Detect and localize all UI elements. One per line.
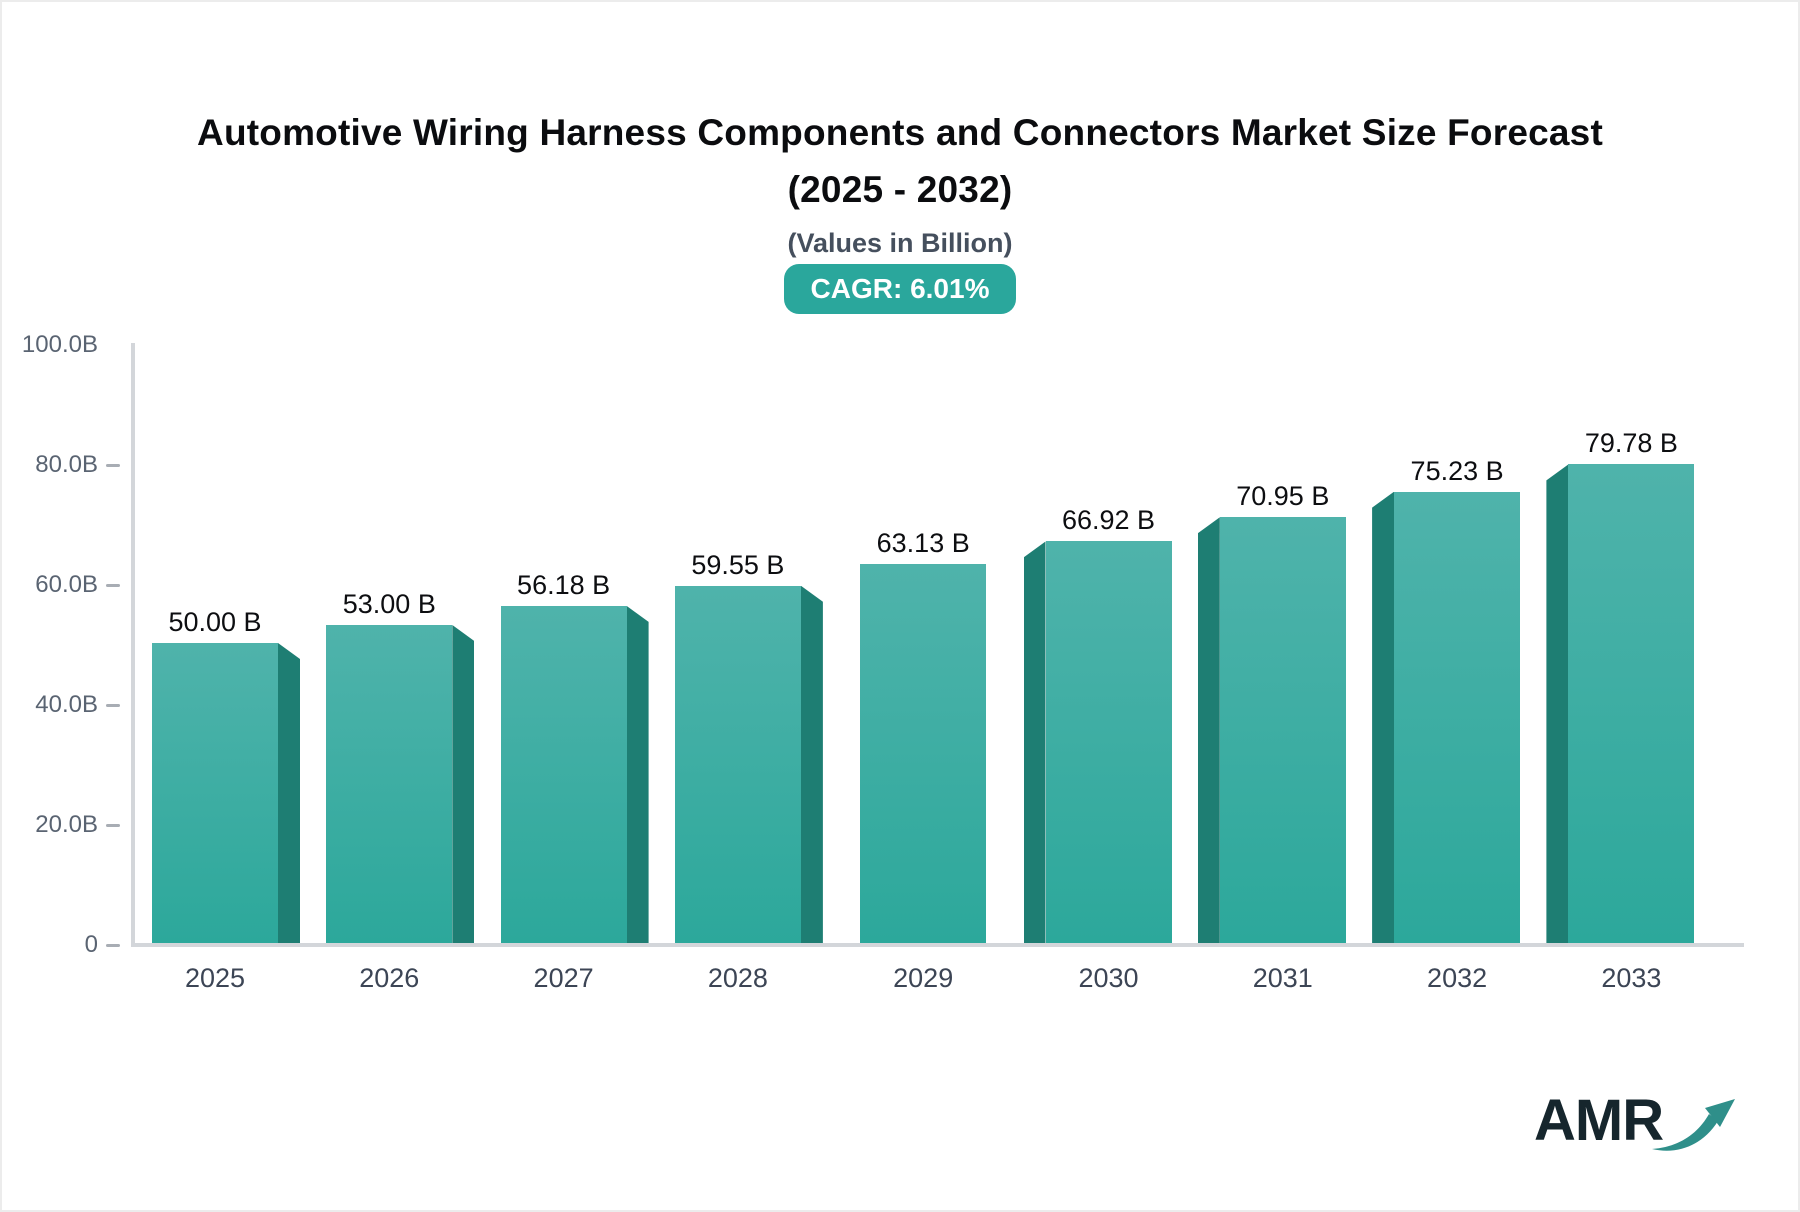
x-axis-line: [131, 943, 1744, 947]
chart-header: Automotive Wiring Harness Components and…: [2, 104, 1798, 314]
bar-value-label: 53.00 B: [342, 589, 436, 619]
x-tick-label: 2025: [184, 963, 246, 993]
y-tick-label: 60.0B: [35, 571, 98, 598]
y-tick-mark: [106, 823, 120, 827]
chart-title-line1: Automotive Wiring Harness Components and…: [197, 112, 1603, 153]
chart-title-line2: (2025 - 2032): [787, 169, 1013, 210]
bar-value-label: 66.92 B: [1061, 505, 1156, 536]
bar-2027: [500, 605, 627, 943]
y-tick-mark: [106, 583, 120, 587]
bar-2029: [860, 564, 987, 943]
bar-value-label: 75.23 B: [1410, 455, 1504, 486]
bar-value-label: 70.95 B: [1236, 481, 1330, 512]
y-tick-label: 20.0B: [35, 811, 98, 838]
y-tick-label: 80.0B: [35, 451, 98, 478]
x-tick-label: 2033: [1601, 963, 1662, 993]
bar-side-2030: [1023, 541, 1046, 943]
bar-side-2032: [1372, 491, 1395, 943]
y-tick-mark: [106, 703, 120, 707]
bar-2031: [1219, 517, 1346, 943]
amr-logo: AMR: [1534, 1092, 1735, 1172]
bar-2025: [152, 643, 278, 943]
y-axis-line: [131, 343, 135, 947]
cagr-badge: CAGR: 6.01%: [783, 264, 1017, 314]
x-tick-label: 2031: [1252, 963, 1313, 993]
bar-side-2028: [800, 585, 823, 943]
x-tick-label: 2030: [1078, 963, 1139, 993]
x-tick-label: 2028: [707, 963, 768, 993]
x-tick-label: 2026: [359, 963, 420, 993]
y-tick-label: 40.0B: [35, 691, 98, 718]
bar-value-label: 59.55 B: [691, 549, 785, 580]
bar-value-label: 63.13 B: [876, 528, 970, 559]
x-tick-label: 2032: [1427, 963, 1488, 993]
y-tick-mark: [106, 943, 120, 947]
bar-side-2033: [1546, 464, 1569, 943]
bar-2033: [1568, 464, 1695, 943]
bar-value-label: 50.00 B: [168, 607, 262, 637]
amr-logo-text: AMR: [1534, 1088, 1664, 1153]
growth-arrow-icon: [1652, 1099, 1735, 1151]
bar-2026: [326, 625, 453, 943]
y-tick-label: 0: [84, 931, 98, 958]
bar-2030: [1045, 541, 1172, 943]
x-tick-label: 2029: [893, 963, 954, 993]
bar-2032: [1394, 491, 1521, 943]
bar-2028: [674, 585, 801, 943]
bar-side-2025: [278, 643, 300, 943]
bar-side-2027: [626, 605, 649, 943]
bar-value-label: 56.18 B: [517, 569, 611, 600]
x-tick-label: 2027: [533, 963, 594, 993]
y-tick-label: 100.0B: [21, 331, 98, 358]
bar-value-label: 79.78 B: [1584, 428, 1678, 459]
y-tick-mark: [106, 463, 120, 467]
chart-subtitle: (Values in Billion): [787, 228, 1013, 258]
bar-side-2031: [1197, 517, 1220, 943]
bar-side-2026: [452, 625, 475, 943]
